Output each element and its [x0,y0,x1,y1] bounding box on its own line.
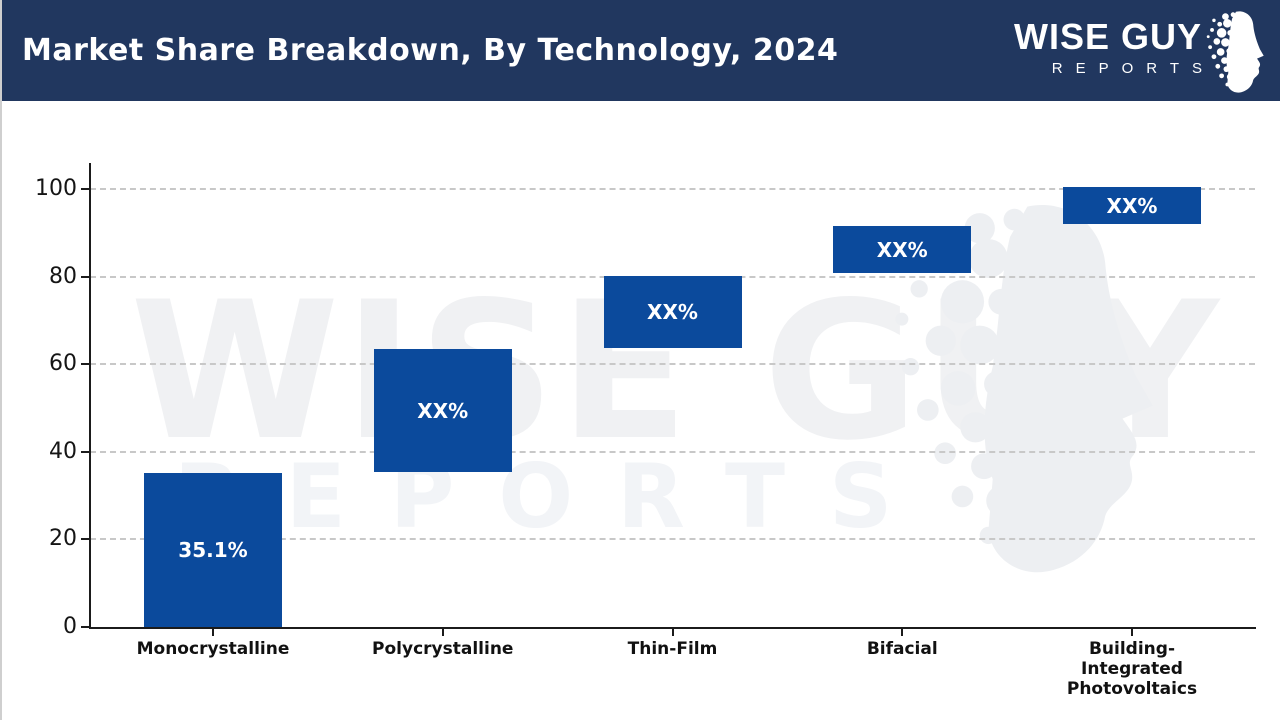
chart-title: Market Share Breakdown, By Technology, 2… [22,33,839,68]
x-tick-label-monocrystalline: Monocrystalline [136,639,290,659]
watermark-subtext: REPORTS [174,445,937,548]
y-tick-label: 100 [35,176,77,202]
bar-value-label: XX% [876,237,928,262]
y-tick-label: 40 [49,438,77,464]
y-tick-label: 0 [63,614,77,639]
logo-brand-subtitle: REPORTS [1051,60,1215,77]
y-tick-mark [81,363,89,366]
wiseguy-logo-text: WISE GUY REPORTS [1014,17,1202,79]
bar-value-label: XX% [1106,193,1158,218]
bar-value-label: 35.1% [178,538,248,563]
bar-thin-film: XX% [603,276,742,348]
x-tick-label-bifacial: Bifacial [866,639,938,659]
bar-monocrystalline: 35.1% [144,473,282,627]
bar-building-integrated-photovoltaics: XX% [1063,187,1201,225]
gridline-20 [90,538,1255,541]
y-tick-label: 80 [49,263,77,289]
x-tick-label-thin-film: Thin-Film [627,639,718,659]
y-tick-mark [81,450,89,453]
gridline-100 [90,188,1255,191]
x-tick-mark [671,629,674,636]
wiseguy-face-logo-icon [1206,11,1264,93]
y-tick-label: 60 [49,351,77,377]
logo-brand-name: WISE GUY [1013,16,1202,57]
chart-area: WISE GUY REPORTS 0 20 40 60 80 100 35.1% Monocr… [2,101,1280,720]
x-axis-line [89,627,1256,629]
bar-value-label: XX% [647,300,698,325]
x-tick-label-polycrystalline: Polycrystalline [372,639,514,659]
x-tick-mark [901,629,904,636]
x-tick-mark [1131,629,1133,636]
wiseguy-logo: WISE GUY REPORTS [1014,0,1274,101]
y-tick-mark [81,188,89,191]
y-axis-line [89,163,91,629]
gridline-60 [90,363,1255,366]
header-bar: Market Share Breakdown, By Technology, 2… [2,0,1280,101]
bar-polycrystalline: XX% [373,349,512,473]
y-tick-mark [81,275,89,278]
x-tick-mark [441,629,444,636]
y-tick-mark [81,626,89,628]
bar-value-label: XX% [417,398,469,423]
y-tick-label: 20 [49,526,77,552]
x-tick-mark [212,629,214,636]
gridline-40 [90,450,1255,453]
y-tick-mark [81,538,89,541]
x-tick-label-building-integrated-photovoltaics: Building-Integrated Photovoltaics [1066,639,1198,699]
bar-bifacial: XX% [833,226,972,274]
